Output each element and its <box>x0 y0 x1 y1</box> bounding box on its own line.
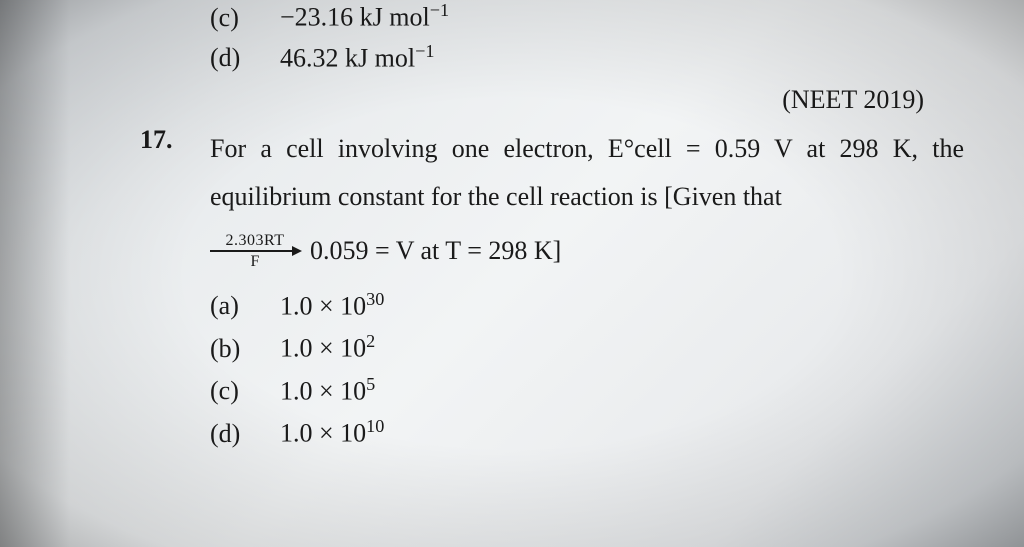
question-row: 17. For a cell involving one electron, E… <box>140 125 964 221</box>
answer-base: 1.0 × 10 <box>280 334 366 363</box>
answer-c: (c) 1.0 × 105 <box>210 374 964 407</box>
answer-base: 1.0 × 10 <box>280 419 366 448</box>
answer-base: 1.0 × 10 <box>280 291 366 320</box>
formula-tail: 0.059 = V at T = 298 K] <box>310 236 561 266</box>
answer-label: (c) <box>210 376 280 406</box>
answer-d: (d) 1.0 × 1010 <box>210 416 964 449</box>
exam-tag: (NEET 2019) <box>140 85 924 115</box>
prev-option-d: (d) 46.32 kJ mol−1 <box>210 41 964 74</box>
question-line2: equilibrium constant for the cell reacti… <box>210 182 782 211</box>
page-content: (c) −23.16 kJ mol−1 (d) 46.32 kJ mol−1 (… <box>0 0 1024 449</box>
option-value: 46.32 kJ mol−1 <box>280 41 964 74</box>
question-line1: For a cell involving one electron, E°cel… <box>210 134 964 163</box>
option-value: −23.16 kJ mol−1 <box>280 0 964 33</box>
answer-exp: 30 <box>366 289 384 309</box>
option-label: (c) <box>210 3 280 33</box>
answer-a: (a) 1.0 × 1030 <box>210 289 964 322</box>
answer-b: (b) 1.0 × 102 <box>210 331 964 364</box>
value-text: 46.32 kJ mol <box>280 43 415 72</box>
fraction-numerator: 2.303RT <box>226 232 285 250</box>
question-text: For a cell involving one electron, E°cel… <box>210 125 964 221</box>
question-number: 17. <box>140 125 210 155</box>
answer-label: (d) <box>210 419 280 449</box>
answer-label: (a) <box>210 291 280 321</box>
answer-exp: 10 <box>366 416 384 436</box>
answer-value: 1.0 × 1030 <box>280 289 384 322</box>
value-text: −23.16 kJ mol <box>280 3 430 32</box>
answer-value: 1.0 × 105 <box>280 374 375 407</box>
answer-value: 1.0 × 1010 <box>280 416 384 449</box>
answer-label: (b) <box>210 334 280 364</box>
answer-base: 1.0 × 10 <box>280 376 366 405</box>
formula-line: 2.303RT F 0.059 = V at T = 298 K] <box>210 232 964 271</box>
answer-value: 1.0 × 102 <box>280 331 375 364</box>
answer-block: (a) 1.0 × 1030 (b) 1.0 × 102 (c) 1.0 × 1… <box>210 289 964 450</box>
fraction-denominator: F <box>251 252 260 271</box>
arrow-icon <box>210 250 300 252</box>
value-sup: −1 <box>415 41 434 61</box>
fraction-arrow: 2.303RT F <box>210 232 300 271</box>
option-label: (d) <box>210 43 280 73</box>
prev-option-c: (c) −23.16 kJ mol−1 <box>210 0 964 33</box>
answer-exp: 2 <box>366 331 375 351</box>
value-sup: −1 <box>430 0 449 20</box>
answer-exp: 5 <box>366 374 375 394</box>
